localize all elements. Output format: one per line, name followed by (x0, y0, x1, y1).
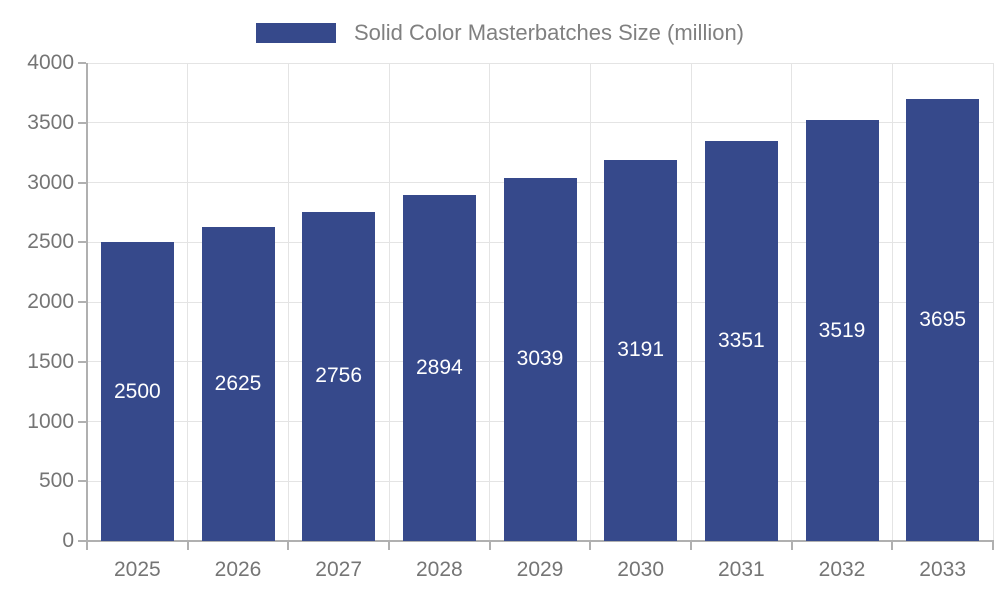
y-tick-label: 0 (62, 529, 74, 552)
bar-value-label: 3351 (717, 328, 765, 352)
x-axis-tick (86, 542, 88, 550)
y-tick-label: 2000 (27, 290, 74, 313)
x-axis-tick (388, 542, 390, 550)
x-tick-label: 2031 (717, 558, 765, 581)
x-axis-tick (790, 542, 793, 550)
x-grid-line (187, 63, 189, 541)
bar[interactable]: 3039 (503, 177, 577, 541)
bar-value-label: 2756 (315, 364, 363, 388)
bar-value-label: 3191 (617, 338, 665, 362)
x-grid-line (891, 63, 893, 541)
y-axis-tick (78, 121, 86, 124)
bar[interactable]: 2756 (302, 211, 376, 541)
bar-value-label: 2500 (113, 379, 161, 403)
legend-label: Solid Color Masterbatches Size (million) (353, 20, 745, 45)
bar-value-label: 2894 (415, 356, 463, 380)
bar[interactable]: 2625 (201, 227, 275, 541)
x-tick-label: 2025 (113, 558, 161, 581)
x-axis-tick (488, 542, 491, 550)
plot-area: 2500 2625 2756 2894 3039 3191 3351 3519 3695 (78, 62, 994, 550)
y-grid-line (87, 62, 993, 64)
y-tick-label: 1500 (27, 349, 74, 373)
x-grid-line (690, 63, 692, 541)
x-grid-line (287, 63, 289, 541)
bar[interactable]: 3191 (604, 159, 678, 541)
x-grid-line (589, 63, 591, 541)
y-axis-tick (78, 301, 86, 303)
x-grid-line (992, 63, 994, 541)
y-axis-tick (78, 181, 86, 184)
y-axis-tick (78, 420, 86, 423)
x-grid-line (791, 63, 793, 541)
y-tick-label: 1000 (27, 409, 74, 433)
y-tick-label: 500 (38, 469, 74, 493)
x-grid-line (388, 63, 390, 541)
y-axis-tick (78, 480, 86, 483)
x-tick-label: 2027 (315, 558, 363, 581)
x-grid-line (489, 63, 491, 541)
x-tick-label: 2033 (919, 558, 967, 581)
x-axis-tick (992, 542, 994, 550)
chart-legend[interactable]: Solid Color Masterbatches Size (million) (0, 20, 1000, 46)
x-axis-tick (186, 542, 189, 550)
y-grid-line (87, 122, 993, 124)
bar[interactable]: 2894 (402, 195, 476, 541)
bar[interactable]: 3695 (906, 99, 980, 541)
y-axis-line (86, 63, 88, 541)
bar[interactable]: 2500 (100, 242, 174, 541)
bar-value-label: 2625 (214, 372, 262, 396)
y-axis-tick (78, 540, 86, 542)
y-axis-tick (78, 62, 86, 64)
bar-value-label: 3695 (919, 308, 967, 332)
y-tick-label: 3500 (27, 110, 74, 134)
x-axis-line (86, 540, 994, 542)
x-tick-label: 2030 (617, 558, 665, 581)
x-tick-label: 2029 (516, 558, 564, 581)
x-tick-label: 2026 (214, 558, 262, 581)
y-tick-label: 3000 (27, 170, 74, 194)
legend-swatch-icon (255, 23, 336, 43)
bar-value-label: 3039 (516, 347, 564, 371)
bar[interactable]: 3519 (805, 120, 879, 541)
y-axis-tick (78, 241, 86, 244)
y-axis-tick (78, 360, 86, 363)
bar[interactable]: 3351 (704, 140, 778, 541)
x-axis-tick (891, 542, 894, 550)
y-tick-label: 2500 (27, 230, 74, 254)
bar-value-label: 3519 (818, 318, 866, 342)
x-tick-label: 2028 (415, 558, 463, 581)
y-tick-label: 4000 (27, 51, 74, 74)
x-axis-tick (589, 542, 592, 550)
x-axis-tick (287, 542, 290, 550)
x-tick-label: 2032 (818, 558, 866, 581)
x-axis-tick (690, 542, 692, 550)
